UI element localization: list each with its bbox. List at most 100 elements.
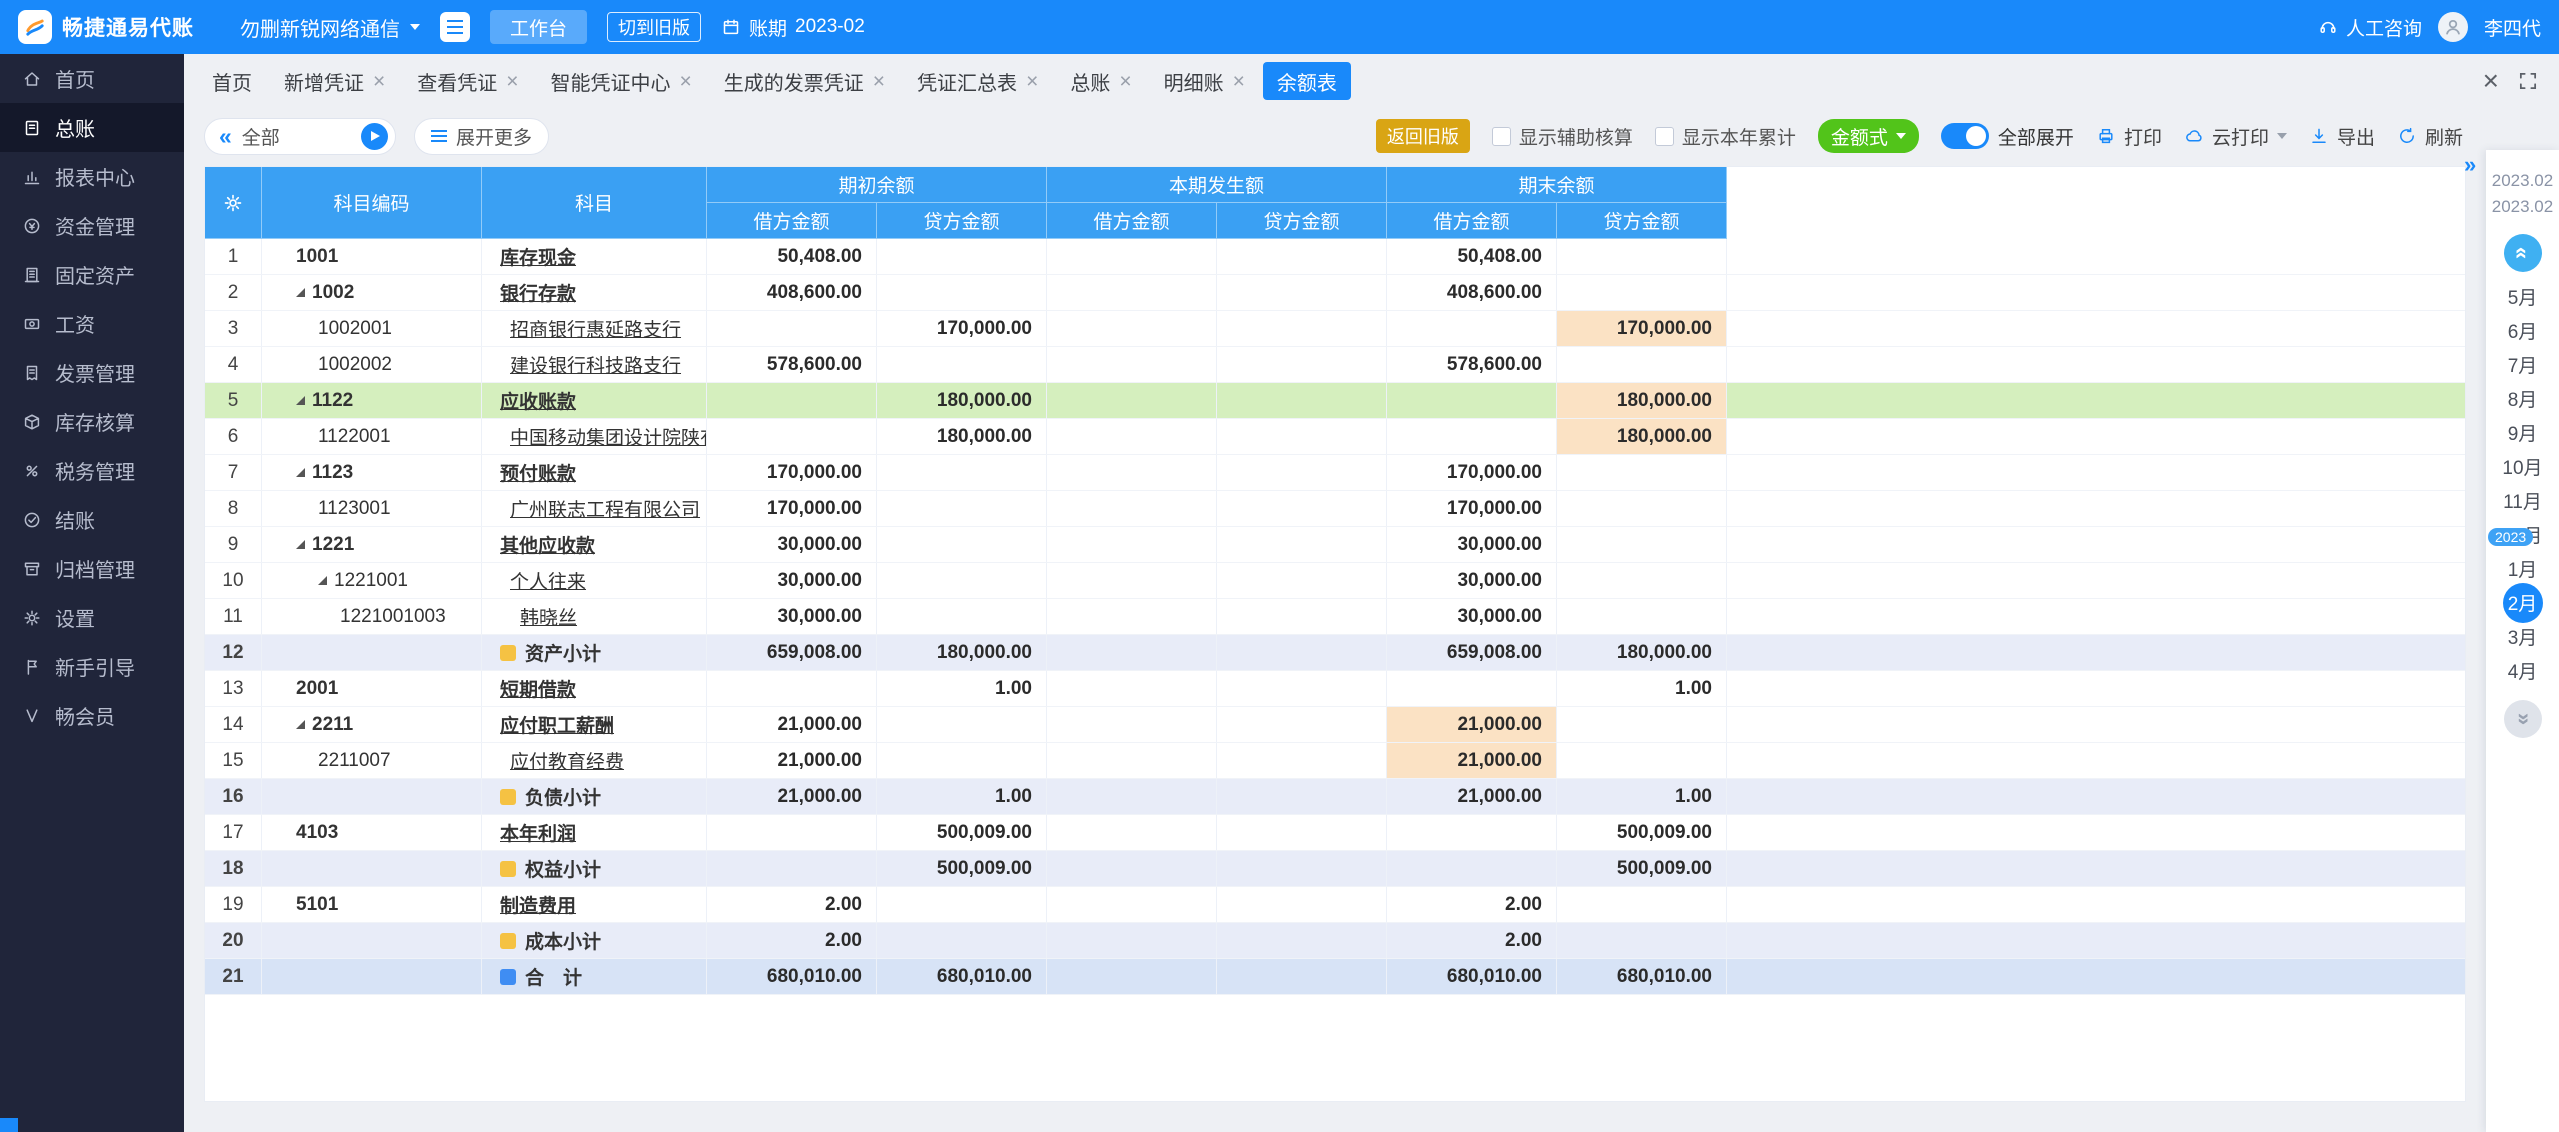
month-item[interactable]: 9月 <box>2507 424 2538 446</box>
sidebar-item-archive[interactable]: 归档管理 <box>0 544 184 593</box>
refresh-button[interactable]: 刷新 <box>2397 123 2463 150</box>
company-selector[interactable]: 勿删新锐网络通信 <box>240 13 420 42</box>
subject-name[interactable]: 应收账款 <box>500 392 577 413</box>
table-row[interactable]: 16 负债小计 21,000.00 1.00 21,000.00 1.00 <box>205 779 2465 815</box>
show-ytd-checkbox-group[interactable]: 显示本年累计 <box>1654 123 1796 150</box>
tab-close-icon[interactable]: × <box>1026 69 1039 93</box>
subject-name[interactable]: 建设银行科技路支行 <box>510 356 682 377</box>
expand-caret-icon[interactable] <box>318 576 327 585</box>
table-row[interactable]: 18 权益小计 500,009.00 500,009.00 <box>205 851 2465 887</box>
expand-more-button[interactable]: 展开更多 <box>414 117 550 155</box>
username[interactable]: 李四代 <box>2483 18 2541 40</box>
table-row[interactable]: 21 合 计 680,010.00 680,010.00 680,010.00 680,0… <box>205 959 2465 995</box>
subject-name[interactable]: 广州联志工程有限公司 <box>510 500 701 521</box>
table-row[interactable]: 2 1002 银行存款 408,600.00 408,600.00 <box>205 275 2465 311</box>
month-item[interactable]: 3月 <box>2507 628 2538 650</box>
workbench-button[interactable]: 工作台 <box>490 10 588 44</box>
table-row[interactable]: 20 成本小计 2.00 2.00 <box>205 923 2465 959</box>
subject-name[interactable]: 其他应收款 <box>500 536 596 557</box>
back-to-old-version-button[interactable]: 返回旧版 <box>1375 119 1470 153</box>
expand-caret-icon[interactable] <box>296 468 305 477</box>
subject-name[interactable]: 应付职工薪酬 <box>500 716 615 737</box>
table-row[interactable]: 8 1123001 广州联志工程有限公司 170,000.00 170,000.00 <box>205 491 2465 527</box>
tab-新增凭证[interactable]: 新增凭证 × <box>270 62 399 100</box>
table-row[interactable]: 10 1221001 个人往来 30,000.00 30,000.00 <box>205 563 2465 599</box>
expand-caret-icon[interactable] <box>296 540 305 549</box>
app-switcher-icon[interactable] <box>440 12 470 42</box>
tab-查看凭证[interactable]: 查看凭证 × <box>403 62 532 100</box>
sidebar-item-inventory[interactable]: 库存核算 <box>0 397 184 446</box>
table-row[interactable]: 9 1221 其他应收款 30,000.00 30,000.00 <box>205 527 2465 563</box>
table-row[interactable]: 7 1123 预付账款 170,000.00 170,000.00 <box>205 455 2465 491</box>
table-row[interactable]: 1 1001 库存现金 50,408.00 50,408.00 <box>205 239 2465 275</box>
sidebar-item-settings[interactable]: 设置 <box>0 593 184 642</box>
tab-总账[interactable]: 总账 × <box>1056 62 1145 100</box>
tab-close-icon[interactable]: × <box>1232 69 1245 93</box>
sidebar-item-report[interactable]: 报表中心 <box>0 152 184 201</box>
subject-name[interactable]: 银行存款 <box>500 284 577 305</box>
table-row[interactable]: 5 1122 应收账款 180,000.00 180,000.00 <box>205 383 2465 419</box>
subject-name[interactable]: 个人往来 <box>510 572 587 593</box>
table-row[interactable]: 14 2211 应付职工薪酬 21,000.00 21,000.00 <box>205 707 2465 743</box>
subject-name[interactable]: 本年利润 <box>500 824 577 845</box>
month-item[interactable]: 6月 <box>2507 322 2538 344</box>
checkbox-icon[interactable] <box>1654 126 1674 146</box>
cloud-print-button[interactable]: 云打印 <box>2184 123 2287 150</box>
subject-filter-dropdown[interactable]: « 全部 <box>204 117 396 155</box>
sidebar-item-tax[interactable]: 税务管理 <box>0 446 184 495</box>
sidebar-item-asset[interactable]: 固定资产 <box>0 250 184 299</box>
tab-凭证汇总表[interactable]: 凭证汇总表 × <box>903 62 1052 100</box>
table-row[interactable]: 13 2001 短期借款 1.00 1.00 <box>205 671 2465 707</box>
tab-智能凭证中心[interactable]: 智能凭证中心 × <box>537 62 706 100</box>
panel-collapse-icon[interactable]: » <box>2464 152 2476 177</box>
close-tab-icon[interactable]: × <box>2482 65 2499 96</box>
fullscreen-icon[interactable] <box>2517 70 2539 92</box>
expand-caret-icon[interactable] <box>296 288 305 297</box>
subject-name[interactable]: 应付教育经费 <box>510 752 625 773</box>
expand-caret-icon[interactable] <box>296 396 305 405</box>
expand-all-toggle-group[interactable]: 全部展开 <box>1940 123 2074 150</box>
period-selector[interactable]: 账期 2023-02 <box>721 14 865 41</box>
avatar[interactable] <box>2437 12 2468 42</box>
subject-name[interactable]: 韩晓丝 <box>520 608 578 629</box>
month-item[interactable]: 2月 <box>2486 582 2559 623</box>
export-button[interactable]: 导出 <box>2309 123 2375 150</box>
subject-name[interactable]: 中国移动集团设计院陕有限公司 <box>510 428 706 449</box>
checkbox-icon[interactable] <box>1491 126 1511 146</box>
month-item[interactable]: 10月 <box>2502 458 2543 480</box>
table-row[interactable]: 19 5101 制造费用 2.00 2.00 <box>205 887 2465 923</box>
tab-close-icon[interactable]: × <box>679 69 692 93</box>
subject-name[interactable]: 制造费用 <box>500 896 577 917</box>
month-item[interactable]: 1月 <box>2507 560 2538 582</box>
show-auxiliary-checkbox-group[interactable]: 显示辅助核算 <box>1491 123 1633 150</box>
sidebar-collapse-button[interactable] <box>0 1118 18 1132</box>
tab-close-icon[interactable]: × <box>506 69 519 93</box>
tab-余额表[interactable]: 余额表 <box>1262 62 1351 100</box>
tab-close-icon[interactable]: × <box>872 69 886 93</box>
sidebar-item-invoice[interactable]: 发票管理 <box>0 348 184 397</box>
month-item[interactable]: 4月 <box>2507 662 2538 684</box>
sidebar-item-guide[interactable]: 新手引导 <box>0 642 184 691</box>
month-item[interactable]: 5月 <box>2507 288 2538 310</box>
print-button[interactable]: 打印 <box>2096 123 2162 150</box>
switch-old-version-button[interactable]: 切到旧版 <box>607 12 702 42</box>
apply-filter-icon[interactable] <box>361 122 388 150</box>
scroll-down-button[interactable]: « <box>2503 699 2542 738</box>
table-row[interactable]: 12 资产小计 659,008.00 180,000.00 659,008.00 180,… <box>205 635 2465 671</box>
table-row[interactable]: 4 1002002 建设银行科技路支行 578,600.00 578,600.00 <box>205 347 2465 383</box>
table-row[interactable]: 15 2211007 应付教育经费 21,000.00 21,000.00 <box>205 743 2465 779</box>
tab-首页[interactable]: 首页 <box>198 62 266 100</box>
scroll-up-button[interactable]: « <box>2503 233 2542 272</box>
subject-name[interactable]: 库存现金 <box>500 248 577 269</box>
sidebar-item-ledger[interactable]: 总账 <box>0 103 184 152</box>
tab-close-icon[interactable]: × <box>1119 69 1132 93</box>
amount-style-button[interactable]: 金额式 <box>1817 119 1919 153</box>
month-item[interactable]: 7月 <box>2507 356 2538 378</box>
subject-name[interactable]: 短期借款 <box>500 680 577 701</box>
subject-name[interactable]: 预付账款 <box>500 464 577 485</box>
subject-name[interactable]: 招商银行惠延路支行 <box>510 320 682 341</box>
support-button[interactable]: 人工咨询 <box>2318 14 2422 41</box>
month-item[interactable]: 11月 <box>2503 492 2542 514</box>
table-row[interactable]: 17 4103 本年利润 500,009.00 500,009.00 <box>205 815 2465 851</box>
